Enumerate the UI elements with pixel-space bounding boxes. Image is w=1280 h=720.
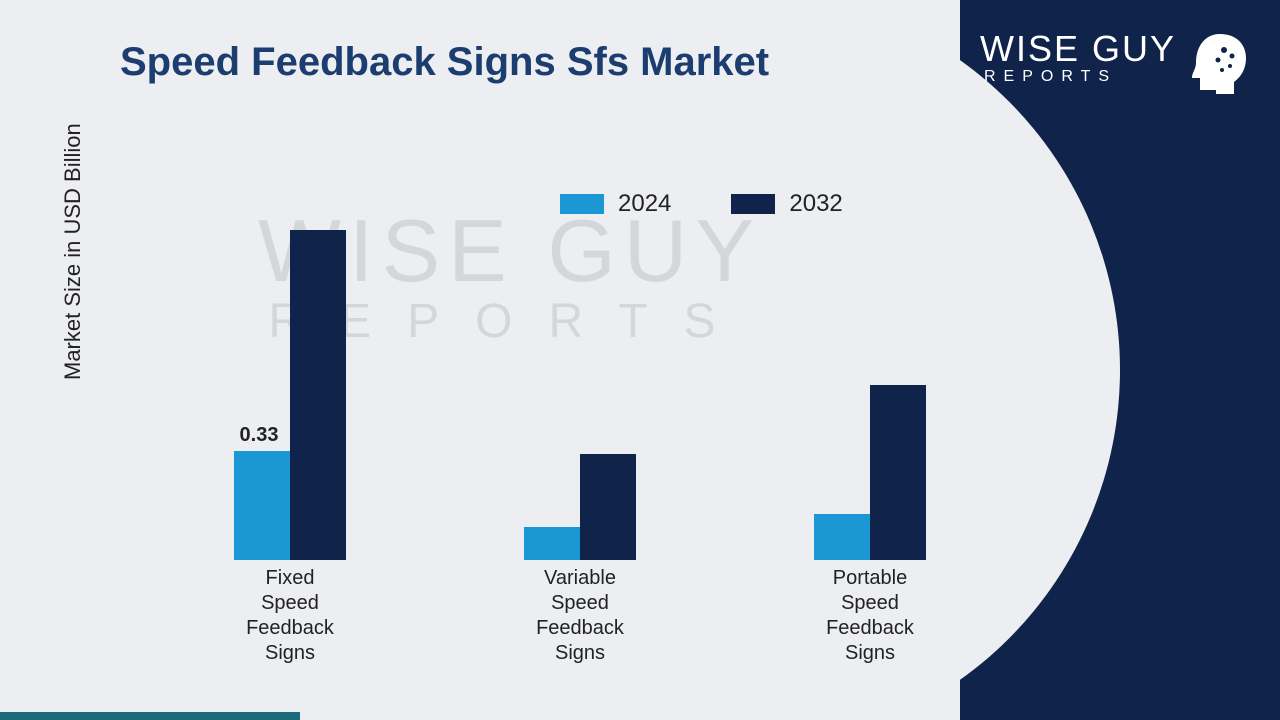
legend-swatch-2032	[731, 194, 775, 214]
bar-2024	[524, 527, 580, 560]
category-label: PortableSpeedFeedbackSigns	[790, 566, 950, 666]
legend-item-2024: 2024	[560, 190, 671, 218]
bar-2032	[580, 454, 636, 560]
bar-2024	[814, 514, 870, 560]
brand-logo: WISE GUY REPORTS	[980, 28, 1240, 86]
legend-label-2024: 2024	[618, 190, 671, 218]
bar-2024	[234, 451, 290, 560]
category-labels: FixedSpeedFeedbackSigns VariableSpeedFeed…	[110, 562, 930, 682]
legend-label-2032: 2032	[789, 190, 842, 218]
plot-area: 0.33	[110, 230, 930, 560]
y-axis-label: Market Size in USD Billion	[60, 123, 86, 380]
category-label: FixedSpeedFeedbackSigns	[210, 566, 370, 666]
bar-value-label: 0.33	[224, 424, 294, 447]
legend: 2024 2032	[560, 190, 843, 218]
chart-title: Speed Feedback Signs Sfs Market	[120, 40, 769, 85]
bar-2032	[870, 385, 926, 560]
head-icon	[1190, 32, 1250, 96]
bottom-accent-bar	[0, 712, 300, 720]
legend-swatch-2024	[560, 194, 604, 214]
page-root: WISE GUY REPORTS Speed Feedback Signs Sf…	[0, 0, 1280, 720]
category-label: VariableSpeedFeedbackSigns	[500, 566, 660, 666]
legend-item-2032: 2032	[731, 190, 842, 218]
bar-2032	[290, 230, 346, 560]
